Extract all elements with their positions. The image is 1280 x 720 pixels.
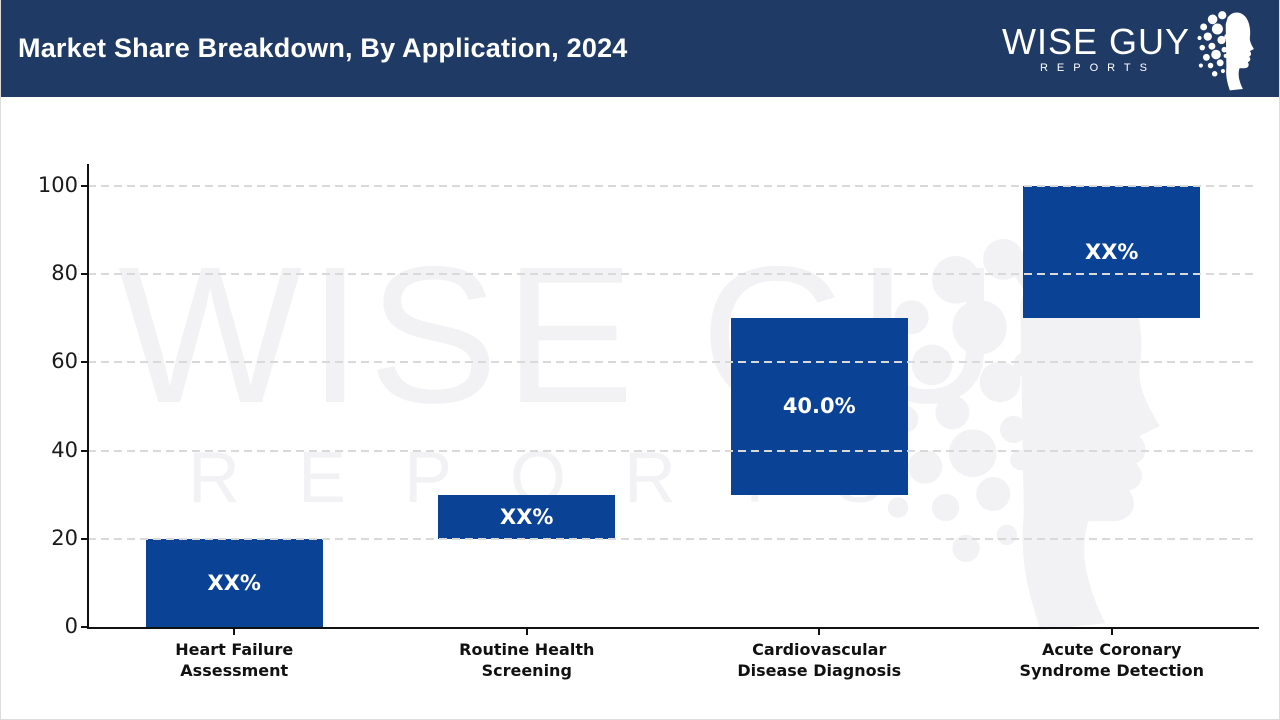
y-tick-mark [81, 626, 88, 628]
waterfall-bar-segment: 40.0% [730, 318, 908, 495]
y-tick-mark [81, 537, 88, 540]
x-axis-line [87, 627, 1259, 629]
x-category-label-line: Screening [481, 661, 572, 680]
watermark-head-icon [881, 239, 1160, 630]
bar-value-label: XX% [1085, 240, 1139, 265]
x-category-label: Cardiovascular Disease Diagnosis [669, 639, 969, 681]
x-category-label: Acute Coronary Syndrome Detection [962, 639, 1262, 681]
y-gridline [88, 361, 1258, 364]
y-tick-label: 100 [37, 173, 78, 197]
wiseguy-head-icon [1197, 10, 1254, 90]
x-tick-mark [818, 629, 821, 635]
bar-value-label: 40.0% [782, 394, 856, 419]
logo-wordmark: WISE GUY [1001, 21, 1190, 62]
y-gridline [88, 273, 1258, 276]
x-category-label: Routine Health Screening [377, 639, 677, 681]
x-category-label-line: Assessment [180, 661, 289, 680]
x-category-label-line: Cardiovascular [752, 640, 887, 659]
x-category-label-line: Routine Health [459, 640, 595, 659]
page-title: Market Share Breakdown, By Application, … [18, 33, 628, 63]
waterfall-bar-segment: XX% [1023, 186, 1201, 319]
x-tick-mark [1110, 629, 1113, 635]
y-tick-label: 60 [51, 349, 78, 374]
bar-value-label: XX% [500, 504, 554, 529]
y-gridline [88, 537, 1258, 540]
logo-subtitle: REPORTS [1039, 62, 1156, 74]
header-bar: Market Share Breakdown, By Application, … [0, 0, 1280, 97]
y-tick-mark [81, 273, 88, 276]
y-tick-mark [81, 185, 88, 187]
y-tick-label: 80 [51, 261, 78, 286]
y-tick-label: 0 [64, 614, 78, 638]
x-tick-mark [233, 629, 236, 635]
y-gridline [88, 449, 1258, 452]
x-category-label-line: Heart Failure [175, 640, 294, 659]
y-tick-mark [81, 449, 88, 452]
x-category-label-line: Syndrome Detection [1019, 661, 1204, 680]
y-tick-label: 20 [51, 525, 78, 550]
x-category-label: Heart Failure Assessment [84, 639, 384, 681]
y-tick-mark [81, 361, 88, 364]
y-gridline [88, 185, 1258, 187]
bar-value-label: XX% [207, 570, 261, 595]
y-axis-line [87, 164, 89, 629]
wiseguy-logo-text: WISE GUY REPORTS [1001, 21, 1190, 75]
waterfall-bar-segment: XX% [438, 494, 616, 539]
waterfall-bar-segment: XX% [145, 538, 323, 627]
x-category-label-line: Acute Coronary [1042, 640, 1182, 659]
x-tick-mark [525, 629, 528, 635]
y-tick-label: 40 [51, 437, 78, 462]
x-category-label-line: Disease Diagnosis [737, 661, 902, 680]
wiseguy-logo: WISE GUY REPORTS [1002, 7, 1256, 91]
